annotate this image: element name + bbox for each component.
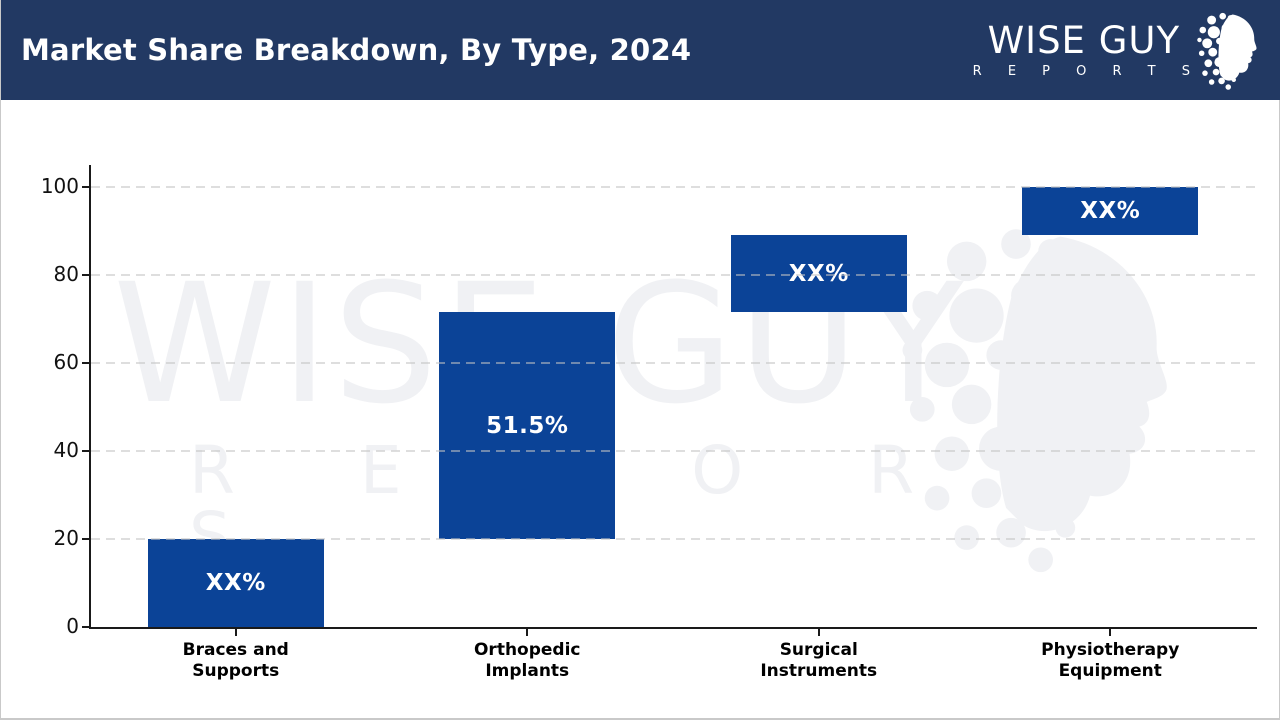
bar-value-label: XX% xyxy=(1080,198,1141,225)
y-tick xyxy=(82,538,89,540)
chart-bar: 51.5% xyxy=(439,312,616,539)
bar-value-label: 51.5% xyxy=(486,412,569,439)
x-tick xyxy=(234,629,237,636)
x-category-label-line: Instruments xyxy=(760,661,878,681)
wiseguy-head-icon xyxy=(1197,12,1257,90)
y-tick xyxy=(82,362,89,364)
x-category-label: Braces and Supports xyxy=(116,640,356,682)
x-category-label: Physiotherapy Equipment xyxy=(990,640,1230,682)
x-category-label-line: Surgical xyxy=(779,640,858,660)
x-tick xyxy=(817,629,820,636)
x-tick xyxy=(526,629,529,636)
wiseguy-logo-text: WISE GUY R E P O R T S xyxy=(967,19,1201,80)
page-title: Market Share Breakdown, By Type, 2024 xyxy=(21,33,692,67)
chart-bar: XX% xyxy=(730,235,907,313)
bar-value-label: XX% xyxy=(205,570,266,596)
y-gridline xyxy=(91,450,1256,452)
y-axis-line xyxy=(89,165,91,629)
x-category-label-line: Braces and xyxy=(182,640,289,660)
y-gridline xyxy=(91,186,1256,188)
x-tick xyxy=(1109,629,1112,636)
y-tick xyxy=(82,626,89,628)
y-gridline xyxy=(91,274,1256,276)
chart-bar: XX% xyxy=(147,539,324,627)
y-tick-label: 60 xyxy=(53,350,79,374)
y-gridline xyxy=(91,538,1256,540)
x-category-label-line: Physiotherapy xyxy=(1041,640,1180,660)
y-tick-label: 0 xyxy=(66,614,79,638)
logo-wordmark: WISE GUY xyxy=(987,19,1181,62)
y-tick xyxy=(82,186,89,188)
bar-value-label: XX% xyxy=(788,260,849,287)
x-category-label-line: Orthopedic xyxy=(473,640,581,660)
y-gridline xyxy=(91,362,1256,364)
wiseguy-logo: WISE GUY R E P O R T S xyxy=(967,9,1267,92)
x-category-label: Orthopedic Implants xyxy=(407,640,647,682)
logo-subtext: R E P O R T S xyxy=(972,64,1201,79)
y-tick xyxy=(82,274,89,276)
y-tick-label: 100 xyxy=(40,174,79,198)
y-tick-label: 80 xyxy=(53,262,79,286)
x-category-label-line: Implants xyxy=(485,661,570,681)
y-tick-label: 40 xyxy=(53,438,79,462)
y-tick-label: 20 xyxy=(53,526,79,550)
x-category-label: Surgical Instruments xyxy=(699,640,939,682)
wiseguy-head-watermark-icon xyxy=(902,229,1167,573)
x-axis-line xyxy=(89,627,1257,629)
x-category-label-line: Equipment xyxy=(1058,661,1162,681)
x-category-label-line: Supports xyxy=(192,661,280,681)
y-tick xyxy=(82,450,89,452)
chart-bar: XX% xyxy=(1022,187,1199,236)
header-bar: Market Share Breakdown, By Type, 2024 WI… xyxy=(1,0,1280,100)
